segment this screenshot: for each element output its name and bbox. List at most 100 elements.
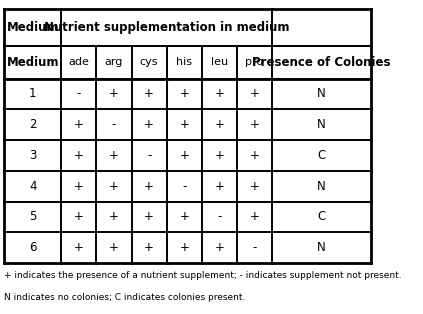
Text: +: + xyxy=(74,210,84,224)
Bar xyxy=(96,109,132,140)
Bar xyxy=(132,232,167,263)
Text: +: + xyxy=(250,210,259,224)
Text: 1: 1 xyxy=(29,87,36,100)
Bar xyxy=(167,78,202,109)
Bar xyxy=(61,232,96,263)
Bar xyxy=(237,109,272,140)
Bar xyxy=(96,140,132,171)
Text: +: + xyxy=(109,241,119,254)
Text: Medium: Medium xyxy=(6,21,59,34)
Text: +: + xyxy=(179,118,189,131)
Text: leu: leu xyxy=(211,57,228,67)
Text: Presence of Colonies: Presence of Colonies xyxy=(253,56,391,68)
Bar xyxy=(202,232,237,263)
Text: +: + xyxy=(214,87,224,100)
Text: Medium: Medium xyxy=(6,56,59,68)
Text: N: N xyxy=(317,180,326,193)
Bar xyxy=(132,140,167,171)
Bar xyxy=(167,171,202,202)
Bar xyxy=(272,78,371,109)
Bar xyxy=(61,109,96,140)
Text: C: C xyxy=(318,210,326,224)
Text: 2: 2 xyxy=(29,118,36,131)
Bar xyxy=(237,78,272,109)
Text: +: + xyxy=(144,210,154,224)
Bar xyxy=(167,202,202,232)
Text: +: + xyxy=(144,87,154,100)
Text: +: + xyxy=(109,180,119,193)
Text: +: + xyxy=(144,118,154,131)
Bar xyxy=(272,202,371,232)
Text: 3: 3 xyxy=(29,149,36,162)
Bar xyxy=(132,109,167,140)
Bar xyxy=(96,202,132,232)
Bar xyxy=(272,46,371,78)
Text: +: + xyxy=(250,87,259,100)
Bar xyxy=(132,171,167,202)
Bar xyxy=(167,109,202,140)
Text: +: + xyxy=(144,241,154,254)
Bar xyxy=(4,9,61,46)
Bar xyxy=(61,46,96,78)
Bar xyxy=(167,46,202,78)
Bar xyxy=(4,140,61,171)
Bar xyxy=(237,232,272,263)
Text: + indicates the presence of a nutrient supplement; - indicates supplement not pr: + indicates the presence of a nutrient s… xyxy=(4,271,402,280)
Bar xyxy=(96,78,132,109)
Bar xyxy=(272,232,371,263)
Bar xyxy=(167,140,202,171)
Bar xyxy=(167,232,202,263)
Text: +: + xyxy=(109,210,119,224)
Bar xyxy=(61,202,96,232)
Text: -: - xyxy=(217,210,222,224)
Text: +: + xyxy=(214,149,224,162)
Text: -: - xyxy=(112,118,116,131)
Bar xyxy=(237,140,272,171)
Bar xyxy=(132,46,167,78)
Bar xyxy=(4,109,61,140)
Bar xyxy=(237,46,272,78)
Text: -: - xyxy=(147,149,151,162)
Text: -: - xyxy=(252,241,257,254)
Bar xyxy=(202,202,237,232)
Bar xyxy=(61,171,96,202)
Text: N indicates no colonies; C indicates colonies present.: N indicates no colonies; C indicates col… xyxy=(4,293,246,302)
Text: N: N xyxy=(317,118,326,131)
Bar xyxy=(132,78,167,109)
Bar xyxy=(4,46,61,78)
Text: +: + xyxy=(179,210,189,224)
Bar xyxy=(237,171,272,202)
Text: +: + xyxy=(144,180,154,193)
Text: +: + xyxy=(250,180,259,193)
Text: +: + xyxy=(214,241,224,254)
Text: 5: 5 xyxy=(29,210,36,224)
Text: pro: pro xyxy=(245,57,264,67)
Text: -: - xyxy=(77,87,81,100)
Text: Nutrient supplementation in medium: Nutrient supplementation in medium xyxy=(44,21,289,34)
Text: +: + xyxy=(179,241,189,254)
Text: 4: 4 xyxy=(29,180,36,193)
Bar xyxy=(272,109,371,140)
Bar xyxy=(202,171,237,202)
Text: arg: arg xyxy=(105,57,123,67)
Text: +: + xyxy=(109,87,119,100)
Text: +: + xyxy=(250,149,259,162)
Bar xyxy=(61,140,96,171)
Text: +: + xyxy=(179,149,189,162)
Bar xyxy=(61,78,96,109)
Text: +: + xyxy=(214,118,224,131)
Text: N: N xyxy=(317,87,326,100)
Bar xyxy=(272,140,371,171)
Text: ade: ade xyxy=(69,57,89,67)
Bar xyxy=(202,140,237,171)
Text: +: + xyxy=(250,118,259,131)
Bar xyxy=(61,9,272,46)
Text: -: - xyxy=(182,180,187,193)
Text: +: + xyxy=(74,241,84,254)
Text: +: + xyxy=(179,87,189,100)
Bar xyxy=(202,46,237,78)
Text: his: his xyxy=(176,57,192,67)
Bar xyxy=(4,78,61,109)
Bar xyxy=(132,202,167,232)
Text: +: + xyxy=(109,149,119,162)
